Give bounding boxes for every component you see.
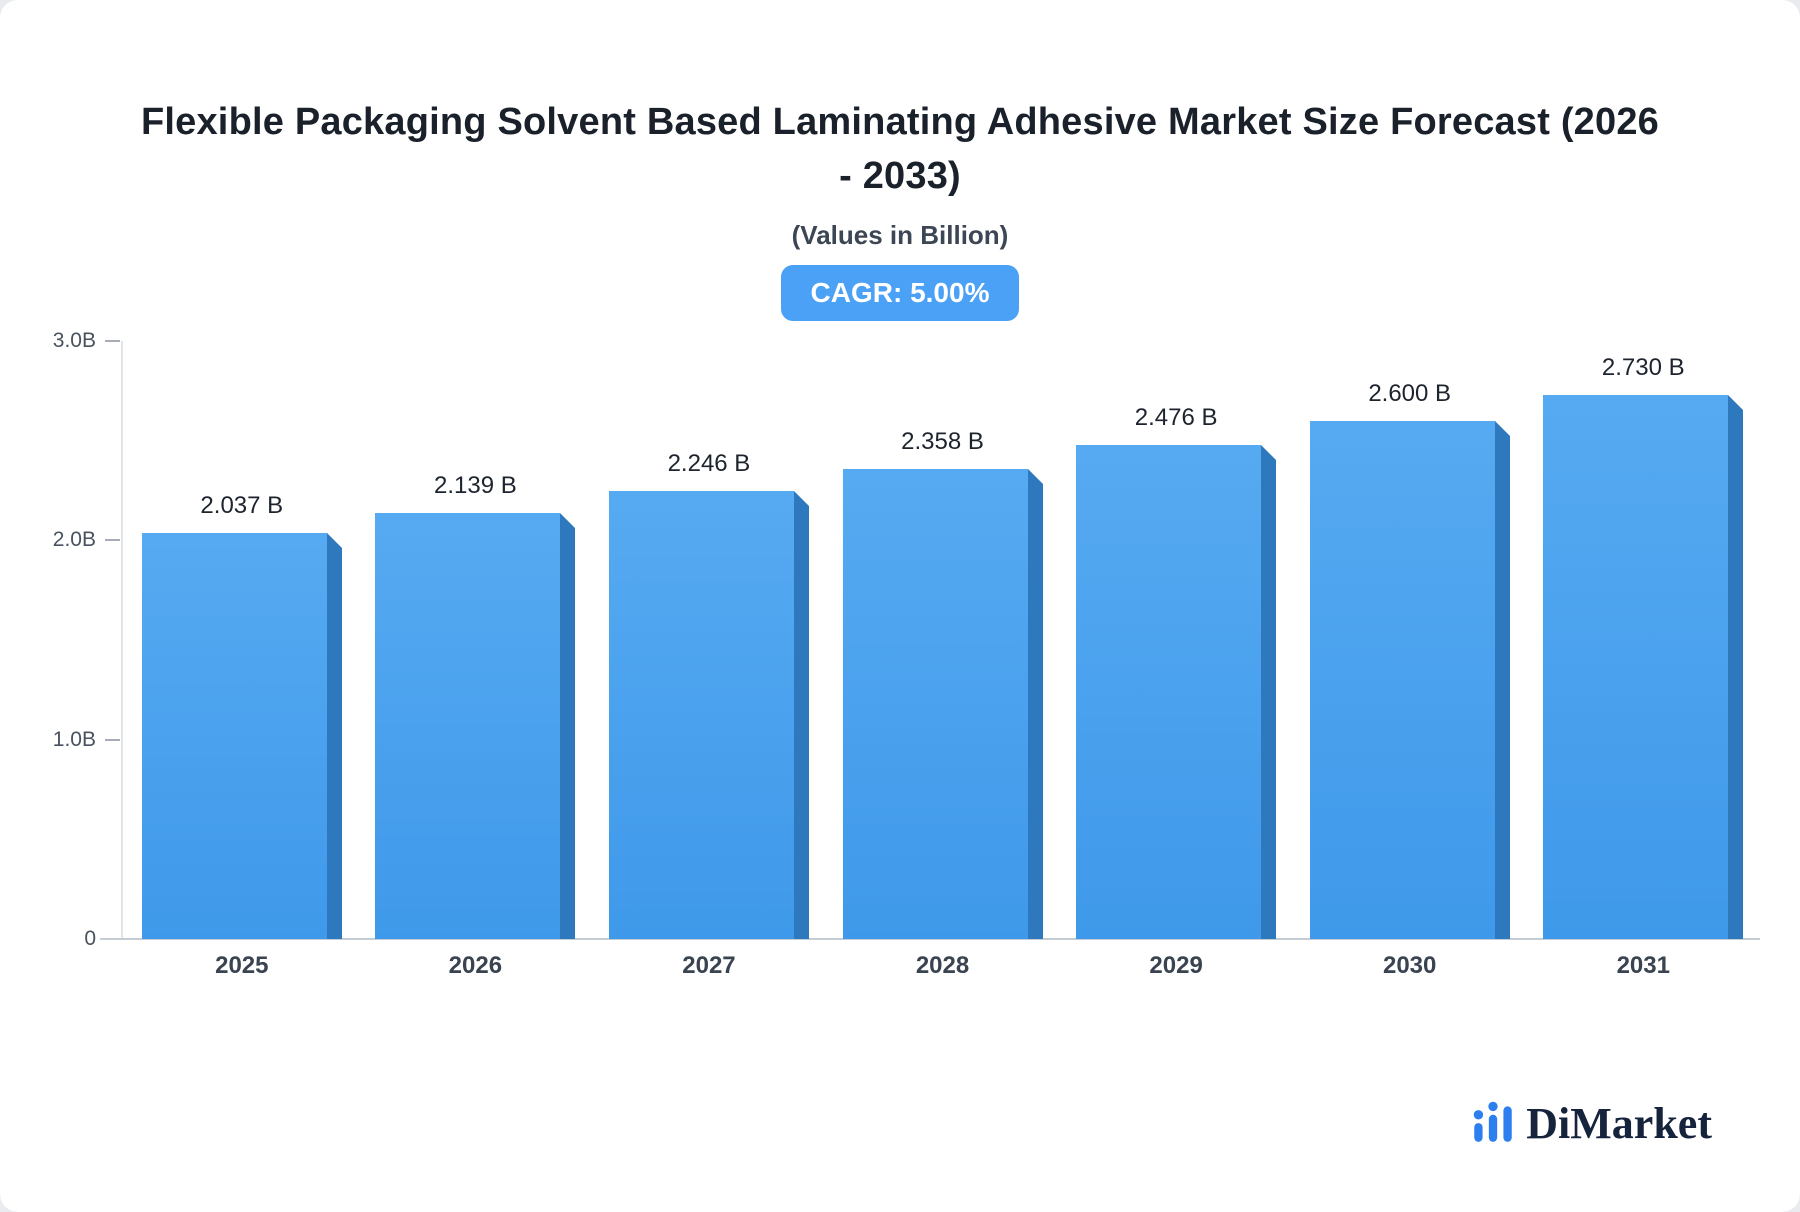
bar-value-label: 2.139 B: [434, 471, 517, 499]
bar-slot: 2.037 B: [125, 341, 359, 939]
y-axis-tick: 1.0B: [53, 728, 120, 752]
cagr-badge: CAGR: 5.00%: [780, 264, 1020, 321]
bar-value-label: 2.476 B: [1134, 404, 1218, 432]
y-axis-tick-mark: [105, 340, 120, 342]
x-axis-line: [100, 938, 1760, 940]
bar-side-face: [1027, 468, 1043, 939]
x-axis-label: 2030: [1382, 952, 1437, 979]
bar-side-face: [1494, 420, 1510, 939]
bar-side-face: [793, 491, 809, 939]
bar-value-label: 2.246 B: [667, 450, 751, 478]
bar-chart-logo-icon: [1474, 1101, 1513, 1142]
x-axis-label: 2028: [915, 952, 970, 979]
bar-front-face: [375, 512, 561, 939]
y-axis-tick-label: 3.0B: [52, 329, 96, 352]
brand-name: DiMarket: [1526, 1099, 1712, 1148]
bar-slot: 2.358 B: [826, 341, 1060, 939]
y-axis: 0 1.0B 2.0B 3.0B: [28, 329, 120, 950]
bar-2025[interactable]: [141, 532, 342, 939]
y-axis-tick-label: 1.0B: [52, 727, 96, 751]
y-axis-line: [121, 341, 123, 939]
y-axis-tick-mark: [105, 539, 120, 542]
bar-slot: 2.476 B: [1059, 341, 1293, 939]
bar-value-label: 2.600 B: [1368, 379, 1452, 407]
chart-header: Flexible Packaging Solvent Based Laminat…: [0, 0, 1800, 321]
x-axis-label: 2026: [448, 952, 503, 979]
bar-front-face: [842, 468, 1028, 939]
y-axis-tick: 2.0B: [53, 528, 120, 552]
bar-side-face: [560, 512, 576, 939]
bar-side-face: [1261, 445, 1277, 939]
bar-front-face: [1309, 420, 1495, 939]
bar-front-face: [141, 532, 327, 939]
bar-slot: 2.730 B: [1526, 341, 1760, 939]
bar-side-face: [326, 532, 342, 939]
bar-2029[interactable]: [1076, 445, 1277, 939]
x-axis-labels: 2025 2026 2027 2028 2029 2030 2031: [125, 952, 1760, 980]
bar-2028[interactable]: [842, 468, 1043, 939]
x-axis-label: 2025: [215, 952, 269, 979]
plot-area: 2.037 B 2.139 B 2.246 B 2.358 B 2.476 B 2.600…: [125, 341, 1760, 939]
chart-subtitle: (Values in Billion): [791, 219, 1009, 250]
bar-side-face: [1728, 394, 1744, 939]
bar-value-label: 2.730 B: [1601, 353, 1685, 381]
bar-value-label: 2.358 B: [901, 427, 984, 455]
bar-front-face: [1076, 445, 1262, 939]
y-axis-tick: 3.0B: [53, 329, 120, 353]
y-axis-tick-mark: [105, 738, 120, 741]
y-axis-tick-label: 0: [84, 927, 96, 950]
bar-front-face: [1543, 394, 1729, 939]
y-axis-tick-label: 2.0B: [52, 528, 96, 552]
chart-title: Flexible Packaging Solvent Based Laminat…: [140, 101, 1660, 197]
bar-slot: 2.139 B: [359, 341, 593, 939]
bar-2027[interactable]: [608, 491, 809, 939]
bar-2026[interactable]: [375, 512, 576, 939]
bar-slot: 2.246 B: [592, 341, 826, 939]
bar-2030[interactable]: [1309, 420, 1510, 939]
bar-front-face: [608, 491, 794, 939]
bar-value-label: 2.037 B: [200, 491, 284, 519]
brand-logo: DiMarket: [1472, 1096, 1712, 1146]
x-axis-label: 2031: [1616, 952, 1670, 979]
bar-slot: 2.600 B: [1293, 341, 1527, 939]
x-axis-label: 2029: [1149, 952, 1203, 979]
bar-2031[interactable]: [1543, 394, 1744, 939]
x-axis-label: 2027: [682, 952, 736, 979]
